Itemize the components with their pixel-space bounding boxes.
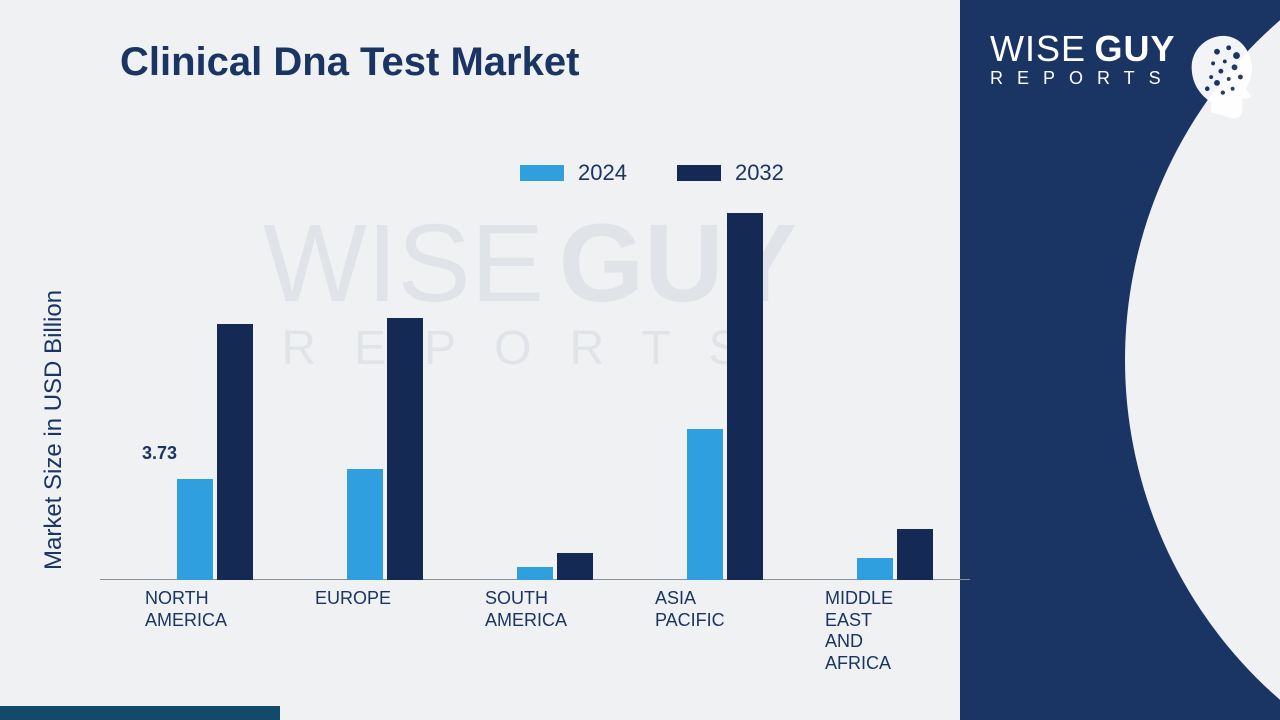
brand-logo: WISE GUY REPORTS — [990, 28, 1250, 123]
legend-item-2032: 2032 — [677, 160, 784, 186]
bar — [897, 529, 933, 580]
brand-name-thin: WISE — [990, 28, 1086, 69]
chart-plot: 3.73 — [100, 200, 970, 580]
legend-item-2024: 2024 — [520, 160, 627, 186]
bar — [687, 429, 723, 580]
bar — [557, 553, 593, 580]
bar — [387, 318, 423, 580]
legend-label-2024: 2024 — [578, 160, 627, 186]
bar-pair — [177, 324, 253, 581]
bar-value-label: 3.73 — [142, 443, 177, 464]
chart-title: Clinical Dna Test Market — [120, 40, 579, 85]
bar-pair — [347, 318, 423, 580]
legend-swatch-2032 — [677, 165, 721, 181]
category-label: ASIAPACIFIC — [655, 588, 795, 631]
y-axis-label: Market Size in USD Billion — [40, 290, 68, 570]
bar — [857, 558, 893, 580]
category-label: NORTHAMERICA — [145, 588, 285, 631]
bar — [217, 324, 253, 581]
legend: 2024 2032 — [520, 160, 784, 186]
bar — [517, 567, 553, 581]
legend-label-2032: 2032 — [735, 160, 784, 186]
category-label: SOUTHAMERICA — [485, 588, 625, 631]
category-labels-row: NORTHAMERICA EUROPE SOUTHAMERICA ASIAPACIFI… — [100, 580, 970, 700]
bottom-accent-bar — [0, 706, 280, 720]
category-label: MIDDLEEASTANDAFRICA — [825, 588, 965, 674]
bar — [177, 479, 213, 580]
bar — [347, 469, 383, 580]
head-profile-icon — [1178, 34, 1256, 122]
legend-swatch-2024 — [520, 165, 564, 181]
brand-name-bold: GUY — [1094, 28, 1175, 69]
category-label: EUROPE — [315, 588, 455, 610]
bar-pair — [687, 213, 763, 580]
bar-pair — [517, 553, 593, 580]
bar-pair — [857, 529, 933, 580]
bar — [727, 213, 763, 580]
